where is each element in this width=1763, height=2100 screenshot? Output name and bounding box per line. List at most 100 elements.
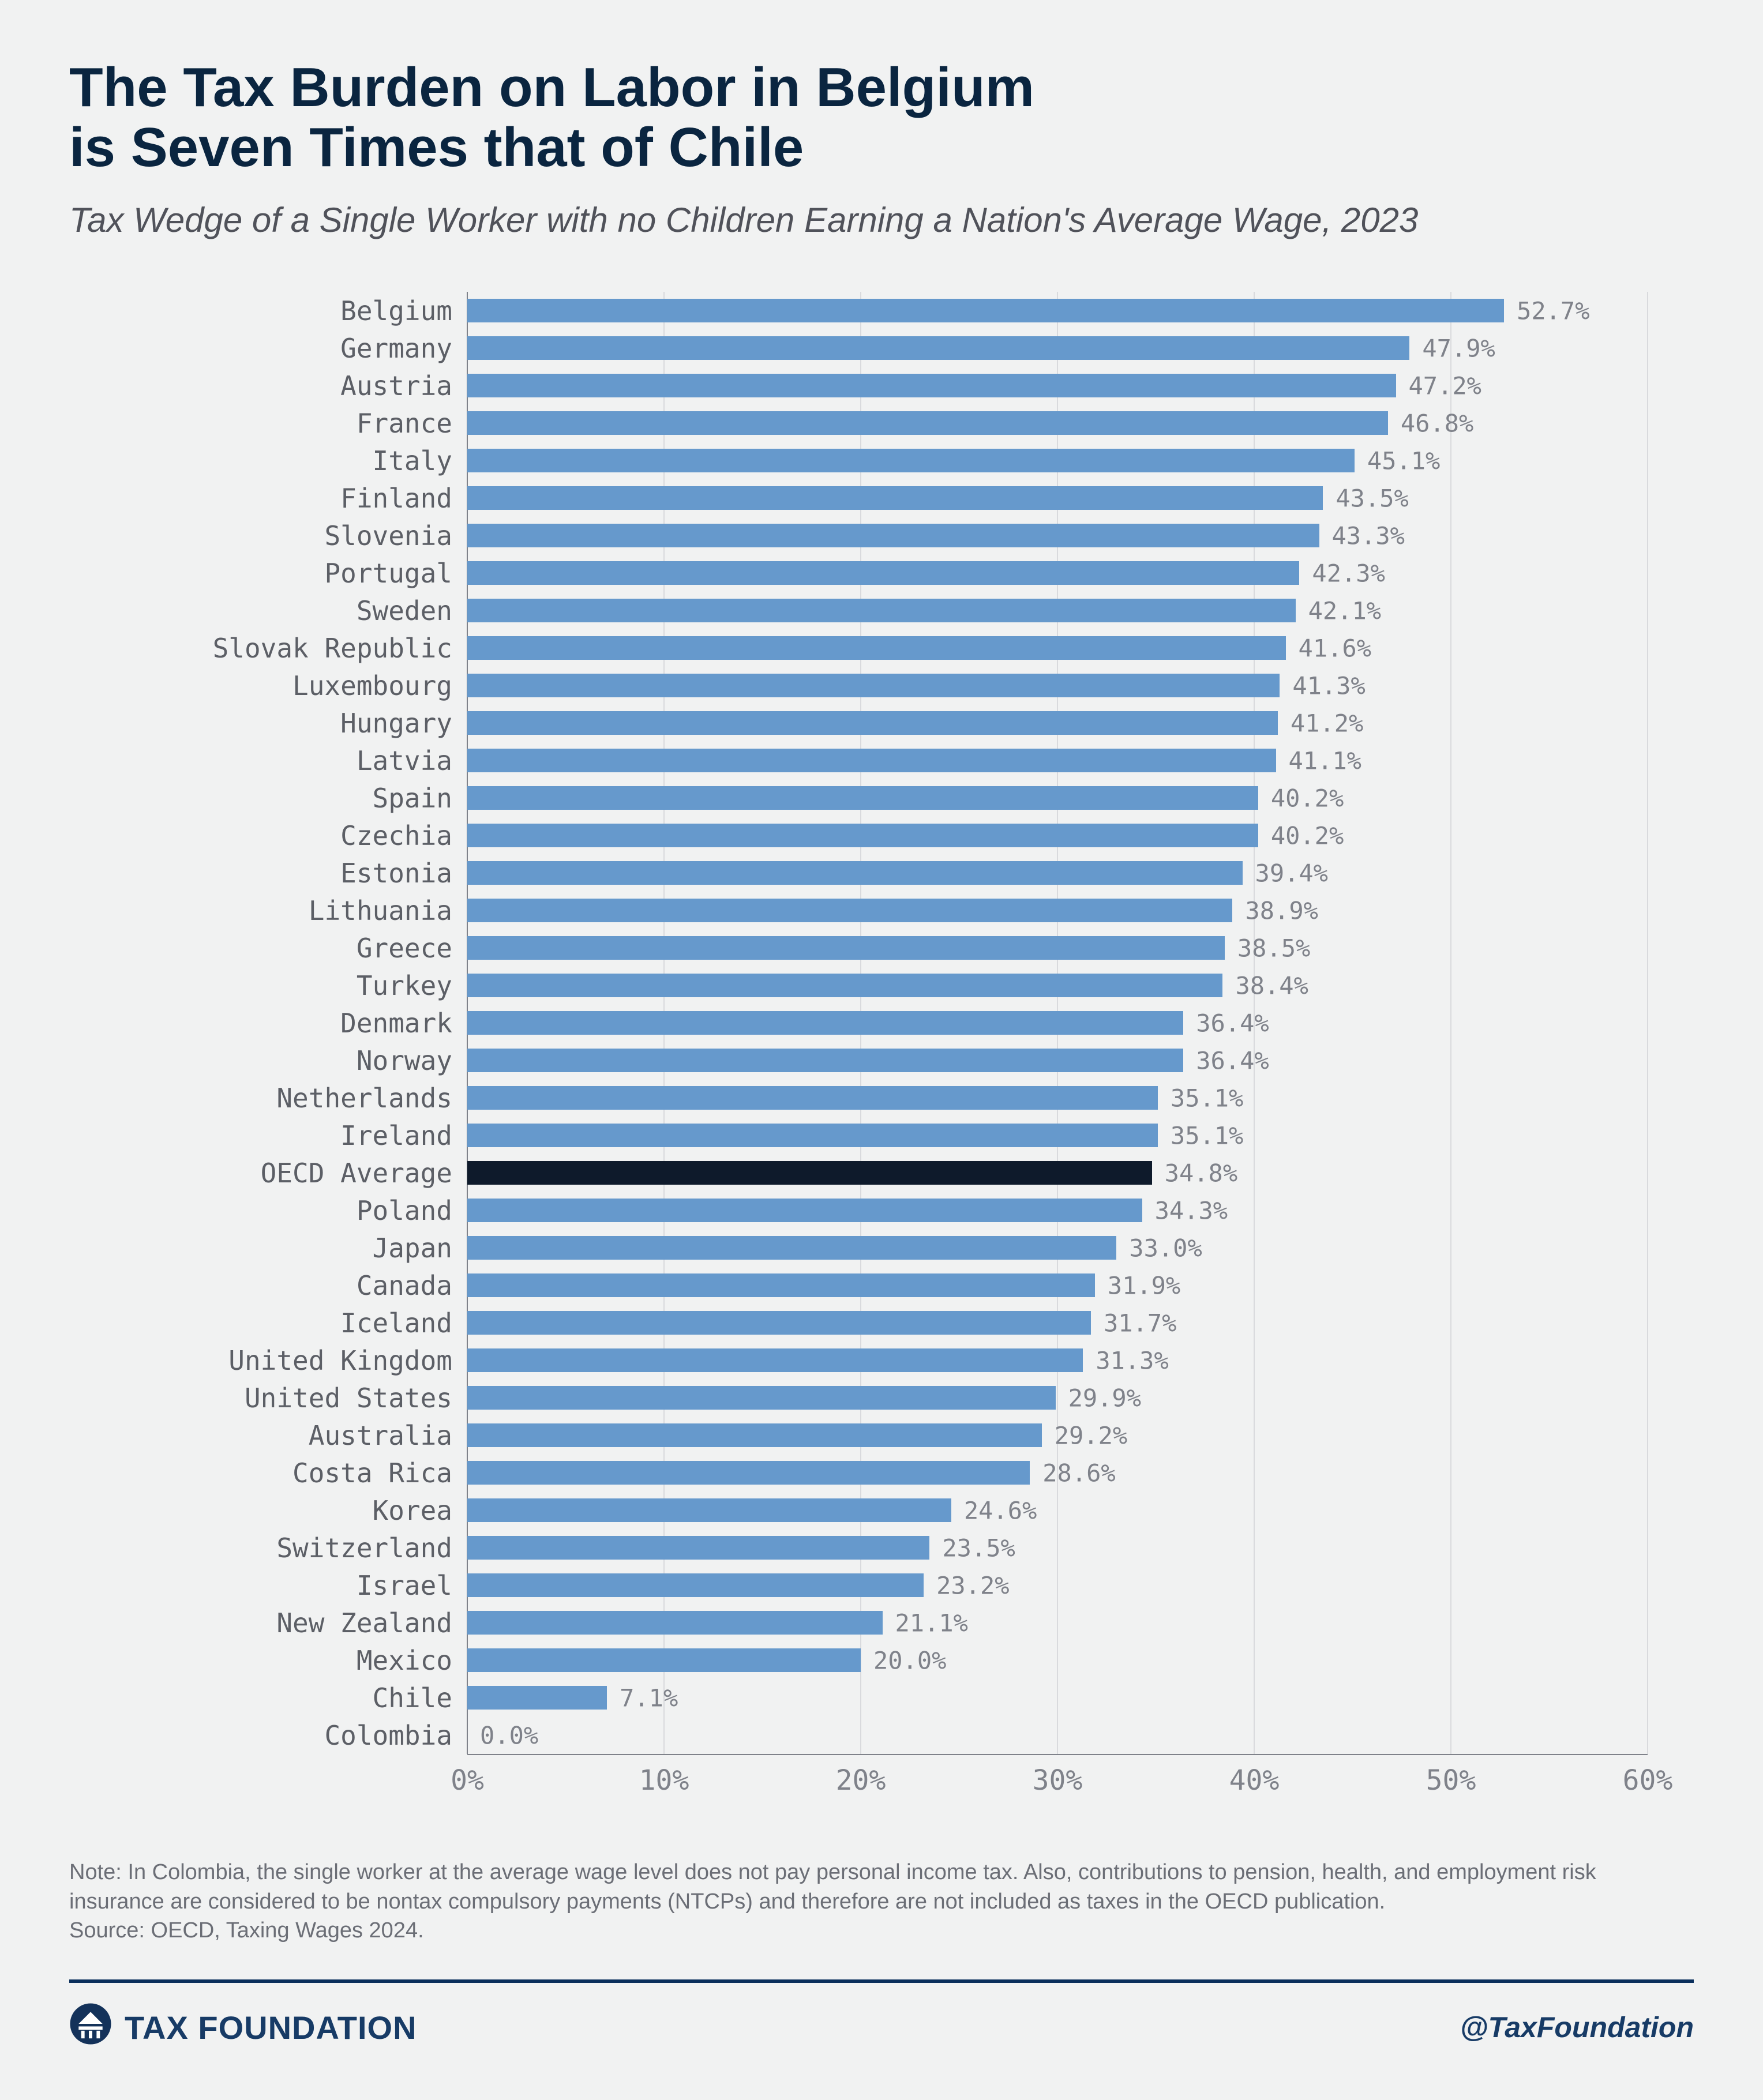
bar [467,411,1388,435]
bar-value-label: 41.6% [1286,634,1371,662]
bar-row: Slovak Republic41.6% [185,629,1648,667]
bar-value-label: 23.2% [924,1571,1009,1599]
y-axis-label: Poland [185,1195,467,1226]
bar-value-label: 29.9% [1056,1384,1141,1412]
bar [467,1573,924,1597]
bar [467,1648,861,1672]
bar-plot-cell: 35.1% [467,1117,1648,1154]
bar-row: Greece38.5% [185,929,1648,967]
y-axis-label: Canada [185,1270,467,1301]
bar-plot-cell: 40.2% [467,817,1648,854]
y-axis-label: Portugal [185,558,467,589]
bar-value-label: 43.3% [1319,521,1405,550]
bar-row: Latvia41.1% [185,742,1648,779]
bar-value-label: 41.2% [1278,709,1363,737]
bar-value-label: 45.1% [1355,446,1440,475]
bar-row: Switzerland23.5% [185,1529,1648,1566]
y-axis-label: Spain [185,783,467,814]
y-axis-label: Slovenia [185,520,467,551]
y-axis-label: United Kingdom [185,1345,467,1376]
bar [467,599,1296,622]
bar [467,1311,1091,1335]
bar-rows: Belgium52.7%Germany47.9%Austria47.2%Fran… [185,292,1648,1754]
bar [467,749,1276,772]
x-axis-tick-label: 20% [836,1764,886,1797]
bar-plot-cell: 46.8% [467,404,1648,442]
bar [467,1461,1030,1485]
bar-plot-cell: 36.4% [467,1042,1648,1079]
y-axis-label: Netherlands [185,1083,467,1114]
bar-plot-cell: 47.9% [467,329,1648,367]
bar-plot-cell: 31.7% [467,1304,1648,1342]
bar-value-label: 20.0% [861,1646,946,1674]
bar [467,1011,1183,1035]
bar [467,1686,607,1710]
bar-plot-cell: 41.2% [467,704,1648,742]
bar [467,1124,1158,1147]
y-axis-label: Estonia [185,858,467,889]
bar [467,1611,883,1635]
y-axis-label: Hungary [185,708,467,739]
bar-plot-cell: 34.8% [467,1154,1648,1192]
bar-row: Finland43.5% [185,479,1648,517]
bar-row: Colombia0.0% [185,1716,1648,1754]
y-axis-label: France [185,408,467,439]
y-axis-label: Lithuania [185,895,467,926]
bar-row: Australia29.2% [185,1417,1648,1454]
bar-plot-cell: 52.7% [467,292,1648,329]
y-axis-label: Costa Rica [185,1457,467,1489]
y-axis-label: United States [185,1383,467,1414]
bar-value-label: 23.5% [929,1534,1015,1562]
y-axis-label: Iceland [185,1308,467,1339]
bar-value-label: 39.4% [1243,859,1328,887]
bar-plot-cell: 0.0% [467,1716,1648,1754]
bar [467,861,1243,885]
bar-row: Lithuania38.9% [185,892,1648,929]
bar-row: New Zealand21.1% [185,1604,1648,1641]
chart-note: Note: In Colombia, the single worker at … [69,1858,1694,1944]
bar [467,561,1299,585]
bar-plot-cell: 33.0% [467,1229,1648,1267]
bar-row: Slovenia 43.3% [185,517,1648,554]
bar [467,1236,1116,1260]
bar-row: Norway36.4% [185,1042,1648,1079]
bar-plot-cell: 38.5% [467,929,1648,967]
bar-value-label: 52.7% [1504,296,1589,325]
bar-row: Netherlands35.1% [185,1079,1648,1117]
chart-container: Belgium52.7%Germany47.9%Austria47.2%Fran… [69,292,1694,1823]
bar-row: Portugal42.3% [185,554,1648,592]
y-axis-label: Israel [185,1570,467,1601]
bar [467,674,1280,697]
y-axis-label: Chile [185,1682,467,1714]
x-axis-tick-label: 10% [639,1764,689,1797]
bar-value-label: 47.2% [1396,371,1481,400]
bar [467,786,1258,810]
y-axis-label: Belgium [185,295,467,326]
bar-row: Spain40.2% [185,779,1648,817]
bar-row: Costa Rica28.6% [185,1454,1648,1492]
bar-plot-cell: 42.3% [467,554,1648,592]
bar-plot-cell: 41.3% [467,667,1648,704]
y-axis-label: Greece [185,933,467,964]
bar-value-label: 35.1% [1158,1121,1243,1149]
bar-plot-cell: 31.3% [467,1342,1648,1379]
bar-row: France46.8% [185,404,1648,442]
chart-title: The Tax Burden on Labor in Belgium is Se… [69,58,1694,177]
chart-page: The Tax Burden on Labor in Belgium is Se… [0,0,1763,2093]
y-axis-label: Australia [185,1420,467,1451]
bar-highlight [467,1161,1152,1185]
bar-plot-cell: 23.2% [467,1566,1648,1604]
bar-plot-cell: 31.9% [467,1267,1648,1304]
bar-row: Korea24.6% [185,1492,1648,1529]
x-axis-tick-label: 0% [451,1764,484,1797]
footer: TAX FOUNDATION @TaxFoundation [69,1979,1694,2053]
bar [467,1423,1042,1447]
bar-value-label: 34.8% [1152,1159,1237,1187]
bar-row: Ireland35.1% [185,1117,1648,1154]
bar-value-label: 36.4% [1183,1009,1269,1037]
x-axis: 0%10%20%30%40%50%60% [467,1754,1648,1823]
bar-plot-cell: 34.3% [467,1192,1648,1229]
y-axis-label: Mexico [185,1645,467,1676]
bar-plot-cell: 43.5% [467,479,1648,517]
y-axis-label: Japan [185,1233,467,1264]
